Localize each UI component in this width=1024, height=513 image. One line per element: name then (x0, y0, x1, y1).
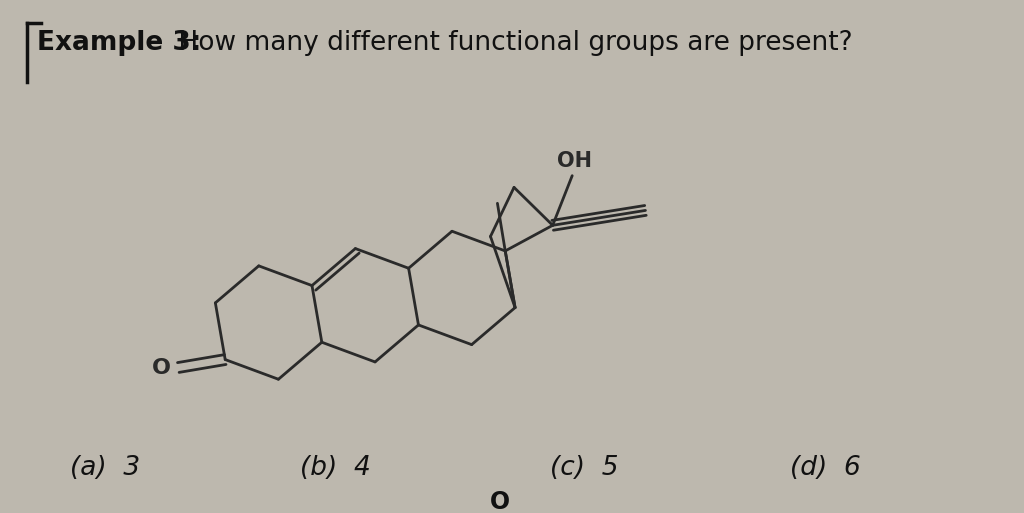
Text: O: O (490, 490, 510, 513)
Text: (a)  3: (a) 3 (70, 456, 140, 481)
Text: O: O (152, 358, 171, 378)
Text: How many different functional groups are present?: How many different functional groups are… (170, 30, 853, 56)
Text: (d)  6: (d) 6 (791, 456, 861, 481)
Text: Example 3:: Example 3: (37, 30, 202, 56)
Text: OH: OH (557, 151, 592, 171)
Text: (b)  4: (b) 4 (300, 456, 371, 481)
Text: (c)  5: (c) 5 (550, 456, 618, 481)
